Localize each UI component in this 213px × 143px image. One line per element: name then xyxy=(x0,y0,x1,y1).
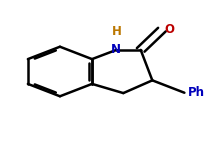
Text: Ph: Ph xyxy=(187,86,204,99)
Text: O: O xyxy=(164,23,174,36)
Text: N: N xyxy=(111,43,121,56)
Text: H: H xyxy=(111,25,121,38)
